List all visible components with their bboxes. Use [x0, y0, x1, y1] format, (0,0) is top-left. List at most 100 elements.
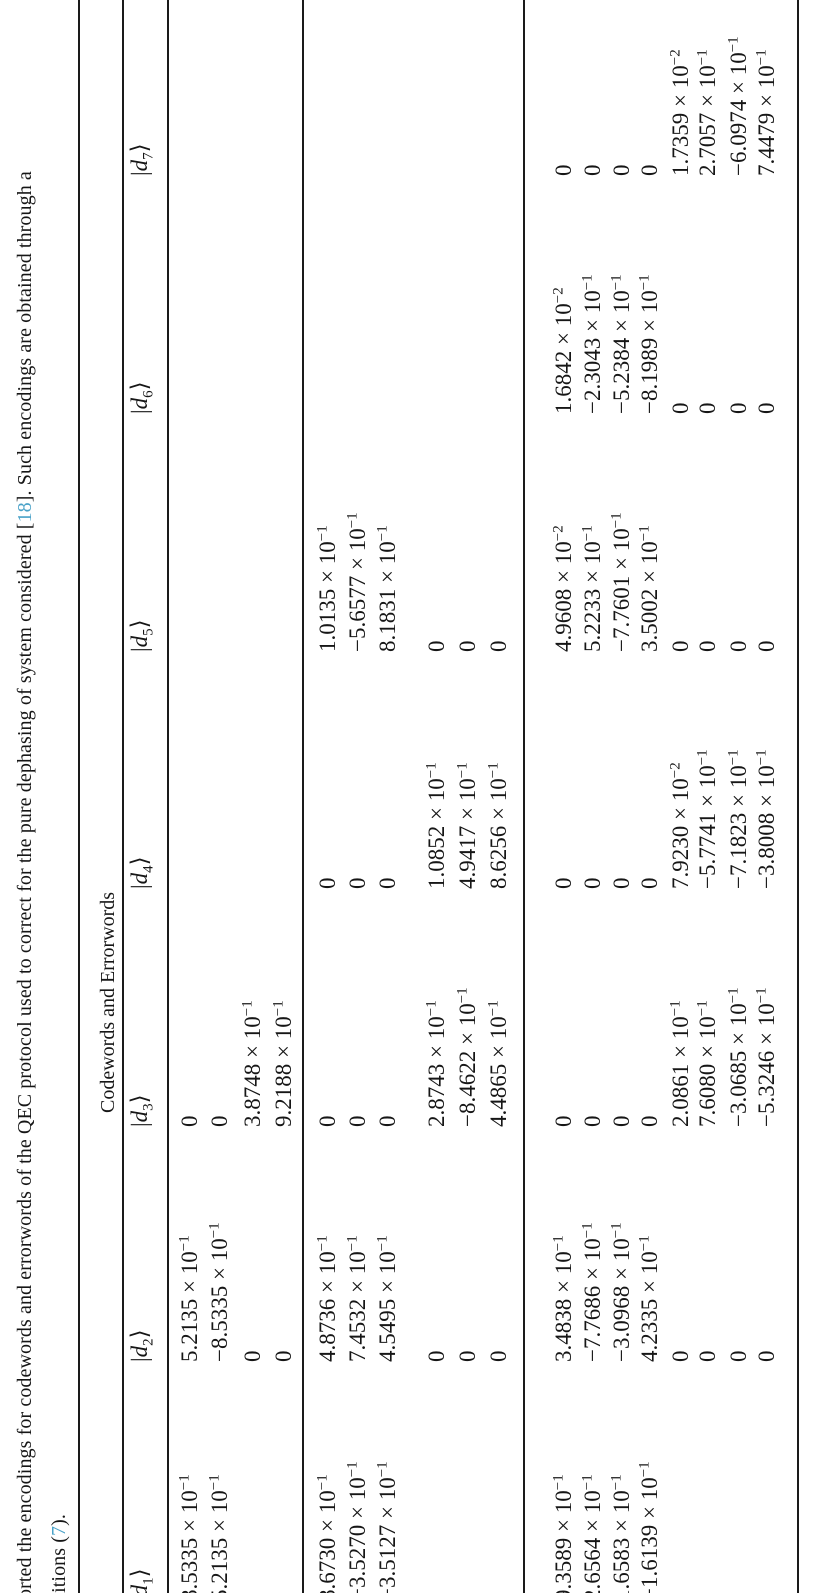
- cell-d3-g2-r6: 4.4865 × 10−1: [485, 1000, 511, 1127]
- column-header-d2: |d2⟩: [127, 1329, 157, 1362]
- cell-d2-g3-r5: 0: [668, 1350, 693, 1363]
- cell-d5-g3-r1: 4.9608 × 10−2: [550, 525, 576, 652]
- cell-d7-g3-r8: 7.4479 × 10−1: [753, 49, 779, 176]
- cell-d5-g3-r2: 5.2233 × 10−1: [579, 525, 605, 652]
- cell-d1-g2-r2: −3.5270 × 10−1: [344, 1461, 370, 1593]
- table-rule-group-1: [302, 0, 304, 1593]
- cell-d3-g3-r1: 0: [551, 1115, 576, 1128]
- cell-d2-g1-r4: 0: [271, 1350, 296, 1363]
- cell-d1-g2-r3: −3.5127 × 10−1: [374, 1461, 400, 1593]
- column-header-d1: |d1⟩: [127, 1568, 157, 1593]
- column-header-d7: |d7⟩: [127, 143, 157, 176]
- cell-d4-g3-r8: −3.8008 × 10−1: [753, 749, 779, 889]
- cell-d6-g3-r8: 0: [754, 402, 779, 415]
- cell-d1-g3-r2: 2.6564 × 10−1: [579, 1474, 605, 1593]
- cell-d3-g1-r1: 0: [177, 1115, 202, 1128]
- cell-d3-g3-r5: 2.0861 × 10−1: [667, 1000, 693, 1127]
- cell-d6-g3-r4: −8.1989 × 10−1: [636, 274, 662, 414]
- cell-d2-g3-r3: −3.0968 × 10−1: [608, 1222, 634, 1362]
- cell-d7-g3-r3: 0: [609, 164, 634, 177]
- cell-d1-g2-r1: 8.6730 × 10−1: [314, 1474, 340, 1593]
- cell-d2-g2-r2: 7.4532 × 10−1: [344, 1235, 370, 1362]
- cell-d3-g3-r3: 0: [609, 1115, 634, 1128]
- cell-d3-g2-r2: 0: [345, 1115, 370, 1128]
- caption-text: ]. Such encodings are obtained through a: [14, 171, 36, 503]
- cell-d3-g2-r4: 2.8743 × 10−1: [423, 1000, 449, 1127]
- cell-d2-g3-r1: 3.4838 × 10−1: [550, 1235, 576, 1362]
- cell-d2-g2-r4: 0: [424, 1350, 449, 1363]
- column-header-d6: |d6⟩: [127, 381, 157, 414]
- cell-d6-g3-r2: −2.3043 × 10−1: [579, 274, 605, 414]
- table-span-header: Codewords and Errorwords: [97, 891, 119, 1113]
- cell-d1-g3-r3: 1.6583 × 10−1: [608, 1474, 634, 1593]
- cell-d5-g2-r3: 8.1831 × 10−1: [374, 525, 400, 652]
- cell-d3-g2-r3: 0: [375, 1115, 400, 1128]
- cell-d3-g2-r1: 0: [315, 1115, 340, 1128]
- cell-d3-g1-r2: 0: [207, 1115, 232, 1128]
- cell-d4-g2-r4: 1.0852 × 10−1: [423, 762, 449, 889]
- cell-d5-g3-r3: −7.7601 × 10−1: [608, 512, 634, 652]
- table-rule-bottom: [797, 0, 799, 1593]
- cell-d2-g2-r1: 4.8736 × 10−1: [314, 1235, 340, 1362]
- table-rule-group-2: [523, 0, 525, 1593]
- cell-d3-g3-r2: 0: [580, 1115, 605, 1128]
- cell-d4-g2-r5: 4.9417 × 10−1: [454, 762, 480, 889]
- cell-d7-g3-r4: 0: [637, 164, 662, 177]
- cell-d3-g2-r5: −8.4622 × 10−1: [454, 987, 480, 1127]
- cell-d2-g3-r8: 0: [754, 1350, 779, 1363]
- cell-d2-g2-r6: 0: [486, 1350, 511, 1363]
- citation-link-18[interactable]: 18: [14, 502, 36, 523]
- cell-d5-g2-r2: −5.6577 × 10−1: [344, 512, 370, 652]
- cell-d2-g3-r2: −7.7686 × 10−1: [579, 1222, 605, 1362]
- equation-link-7[interactable]: 7: [48, 1525, 70, 1536]
- table-rule-top: [78, 0, 80, 1593]
- cell-d5-g2-r5: 0: [455, 640, 480, 653]
- cell-d7-g3-r6: 2.7057 × 10−1: [694, 49, 720, 176]
- cell-d3-g3-r7: −3.0685 × 10−1: [725, 987, 751, 1127]
- cell-d4-g3-r3: 0: [609, 877, 634, 890]
- cell-d3-g1-r3: 3.8748 × 10−1: [239, 1000, 265, 1127]
- cell-d4-g2-r6: 8.6256 × 10−1: [485, 762, 511, 889]
- table-rule-under-columns: [167, 0, 169, 1593]
- cell-d2-g3-r4: 4.2335 × 10−1: [636, 1235, 662, 1362]
- caption-text: orted the encodings for codewords and er…: [14, 522, 36, 1593]
- cell-d4-g3-r6: −5.7741 × 10−1: [694, 749, 720, 889]
- caption-text: ).: [48, 1514, 70, 1526]
- cell-d5-g3-r8: 0: [754, 640, 779, 653]
- caption-line-2: ditions (7).: [48, 1514, 70, 1593]
- cell-d4-g3-r5: 7.9230 × 10−2: [667, 762, 693, 889]
- cell-d3-g1-r4: 9.2188 × 10−1: [270, 1000, 296, 1127]
- cell-d2-g3-r7: 0: [726, 1350, 751, 1363]
- column-header-d3: |d3⟩: [127, 1094, 157, 1127]
- cell-d1-g3-r1: 9.3589 × 10−1: [550, 1474, 576, 1593]
- cell-d4-g3-r7: −7.1823 × 10−1: [725, 749, 751, 889]
- cell-d6-g3-r5: 0: [668, 402, 693, 415]
- cell-d7-g3-r2: 0: [580, 164, 605, 177]
- cell-d3-g3-r6: 7.6080 × 10−1: [694, 1000, 720, 1127]
- cell-d6-g3-r1: 1.6842 × 10−2: [550, 287, 576, 414]
- cell-d7-g3-r5: 1.7359 × 10−2: [667, 49, 693, 176]
- cell-d1-g1-r1: 8.5335 × 10−1: [176, 1474, 202, 1593]
- cell-d5-g3-r4: 3.5002 × 10−1: [636, 525, 662, 652]
- cell-d2-g2-r5: 0: [455, 1350, 480, 1363]
- cell-d4-g2-r3: 0: [375, 877, 400, 890]
- cell-d3-g3-r8: −5.3246 × 10−1: [753, 987, 779, 1127]
- cell-d4-g3-r2: 0: [580, 877, 605, 890]
- cell-d5-g2-r6: 0: [486, 640, 511, 653]
- cell-d4-g2-r1: 0: [315, 877, 340, 890]
- caption-line-1: orted the encodings for codewords and er…: [14, 171, 36, 1593]
- cell-d2-g2-r3: 4.5495 × 10−1: [374, 1235, 400, 1362]
- cell-d5-g3-r7: 0: [726, 640, 751, 653]
- cell-d5-g2-r4: 0: [424, 640, 449, 653]
- cell-d2-g1-r2: −8.5335 × 10−1: [206, 1222, 232, 1362]
- cell-d7-g3-r7: −6.0974 × 10−1: [725, 36, 751, 176]
- column-header-d5: |d5⟩: [127, 619, 157, 652]
- cell-d5-g2-r1: 1.0135 × 10−1: [314, 525, 340, 652]
- cell-d3-g3-r4: 0: [637, 1115, 662, 1128]
- cell-d4-g3-r4: 0: [637, 877, 662, 890]
- cell-d7-g3-r1: 0: [551, 164, 576, 177]
- cell-d2-g3-r6: 0: [695, 1350, 720, 1363]
- cell-d6-g3-r6: 0: [695, 402, 720, 415]
